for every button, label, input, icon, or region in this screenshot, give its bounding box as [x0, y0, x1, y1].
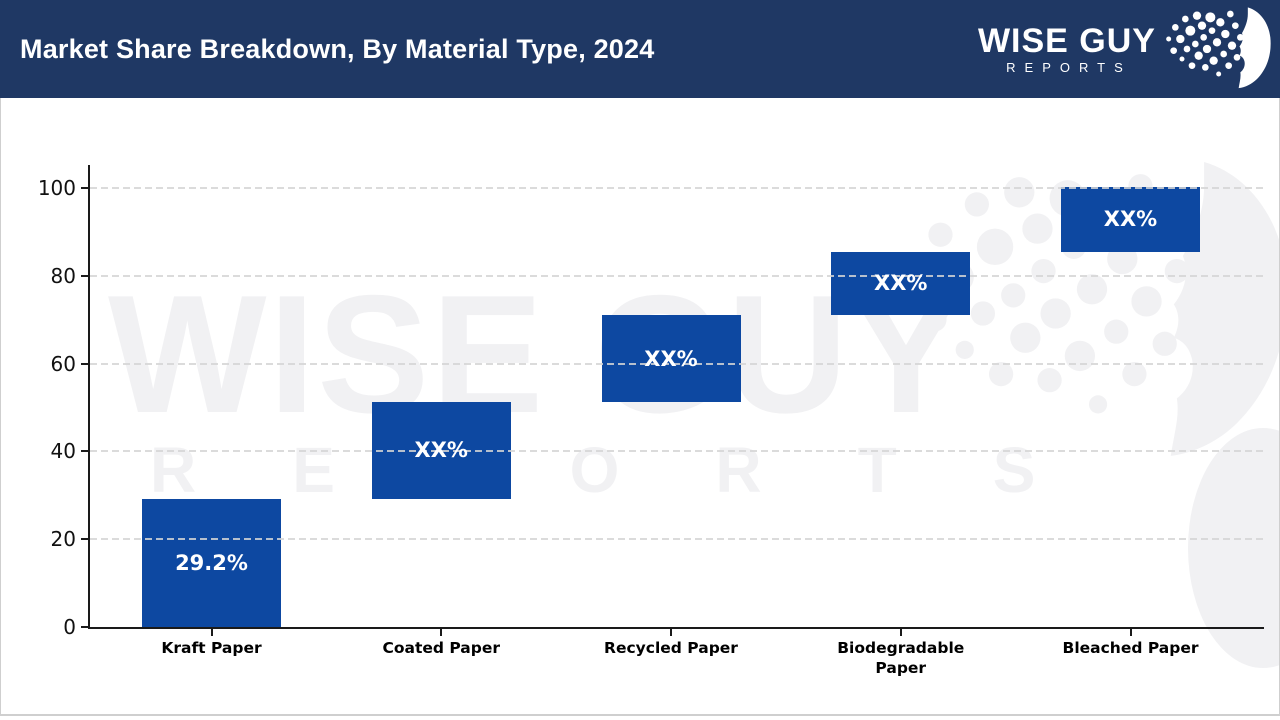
y-tick-label: 40 — [50, 439, 76, 464]
header-bar: Market Share Breakdown, By Material Type… — [0, 0, 1280, 98]
bar-value-label: XX% — [414, 438, 468, 463]
frame-border-left — [0, 98, 1, 715]
watermark-text-wiseguy: WISE GUY — [108, 260, 965, 448]
category-label: Biodegradable Paper — [837, 639, 965, 678]
category-label: Recycled Paper — [604, 639, 738, 657]
y-axis-line — [88, 165, 90, 629]
x-tick-mark — [899, 629, 902, 636]
gridline-60 — [90, 362, 1264, 365]
gridline-20 — [90, 538, 1264, 541]
y-tick-mark — [81, 274, 89, 277]
x-axis-line — [88, 627, 1264, 629]
y-tick-label: 0 — [63, 615, 76, 639]
x-tick-mark — [440, 629, 443, 636]
y-tick-mark — [81, 187, 89, 189]
brand-face-dots-icon — [1166, 7, 1271, 89]
gridline-100 — [90, 187, 1264, 189]
gridline-80 — [90, 274, 1264, 277]
y-tick-mark — [81, 362, 89, 365]
y-tick-label: 100 — [37, 176, 76, 200]
bar-coated-paper — [371, 401, 511, 499]
x-tick-mark — [670, 629, 672, 636]
frame-border-bottom — [0, 714, 1280, 716]
brand-name: WISE GUY — [977, 22, 1156, 60]
x-tick-mark — [210, 629, 213, 636]
y-tick-label: 80 — [50, 263, 76, 288]
brand-logo-text: WISE GUY REPORTS — [978, 24, 1156, 74]
x-tick-mark — [1129, 629, 1132, 636]
category-label: Bleached Paper — [1062, 639, 1199, 657]
chart-title: Market Share Breakdown, By Material Type… — [20, 33, 655, 64]
y-tick-label: 20 — [50, 527, 76, 552]
bar-biodegradable-paper — [831, 251, 971, 316]
gridline-40 — [90, 450, 1264, 453]
y-tick-mark — [81, 626, 89, 628]
bar-recycled-paper — [601, 315, 741, 402]
brand-logo: WISE GUY REPORTS — [978, 0, 1272, 98]
category-label: Kraft Paper — [161, 639, 262, 657]
watermark-text-reports: REPORTS — [150, 434, 1132, 506]
y-tick-mark — [81, 538, 89, 541]
bar-value-label: XX% — [644, 346, 698, 371]
y-tick-mark — [81, 450, 89, 453]
bar-kraft-paper — [142, 498, 281, 627]
bar-value-label: XX% — [1103, 207, 1158, 232]
y-tick-label: 60 — [50, 351, 76, 376]
category-label: Coated Paper — [382, 639, 501, 657]
bar-bleached-paper — [1061, 187, 1200, 252]
brand-subname: REPORTS — [1006, 60, 1132, 75]
bar-value-label: XX% — [874, 271, 928, 296]
bar-value-label: 29.2% — [175, 550, 248, 575]
